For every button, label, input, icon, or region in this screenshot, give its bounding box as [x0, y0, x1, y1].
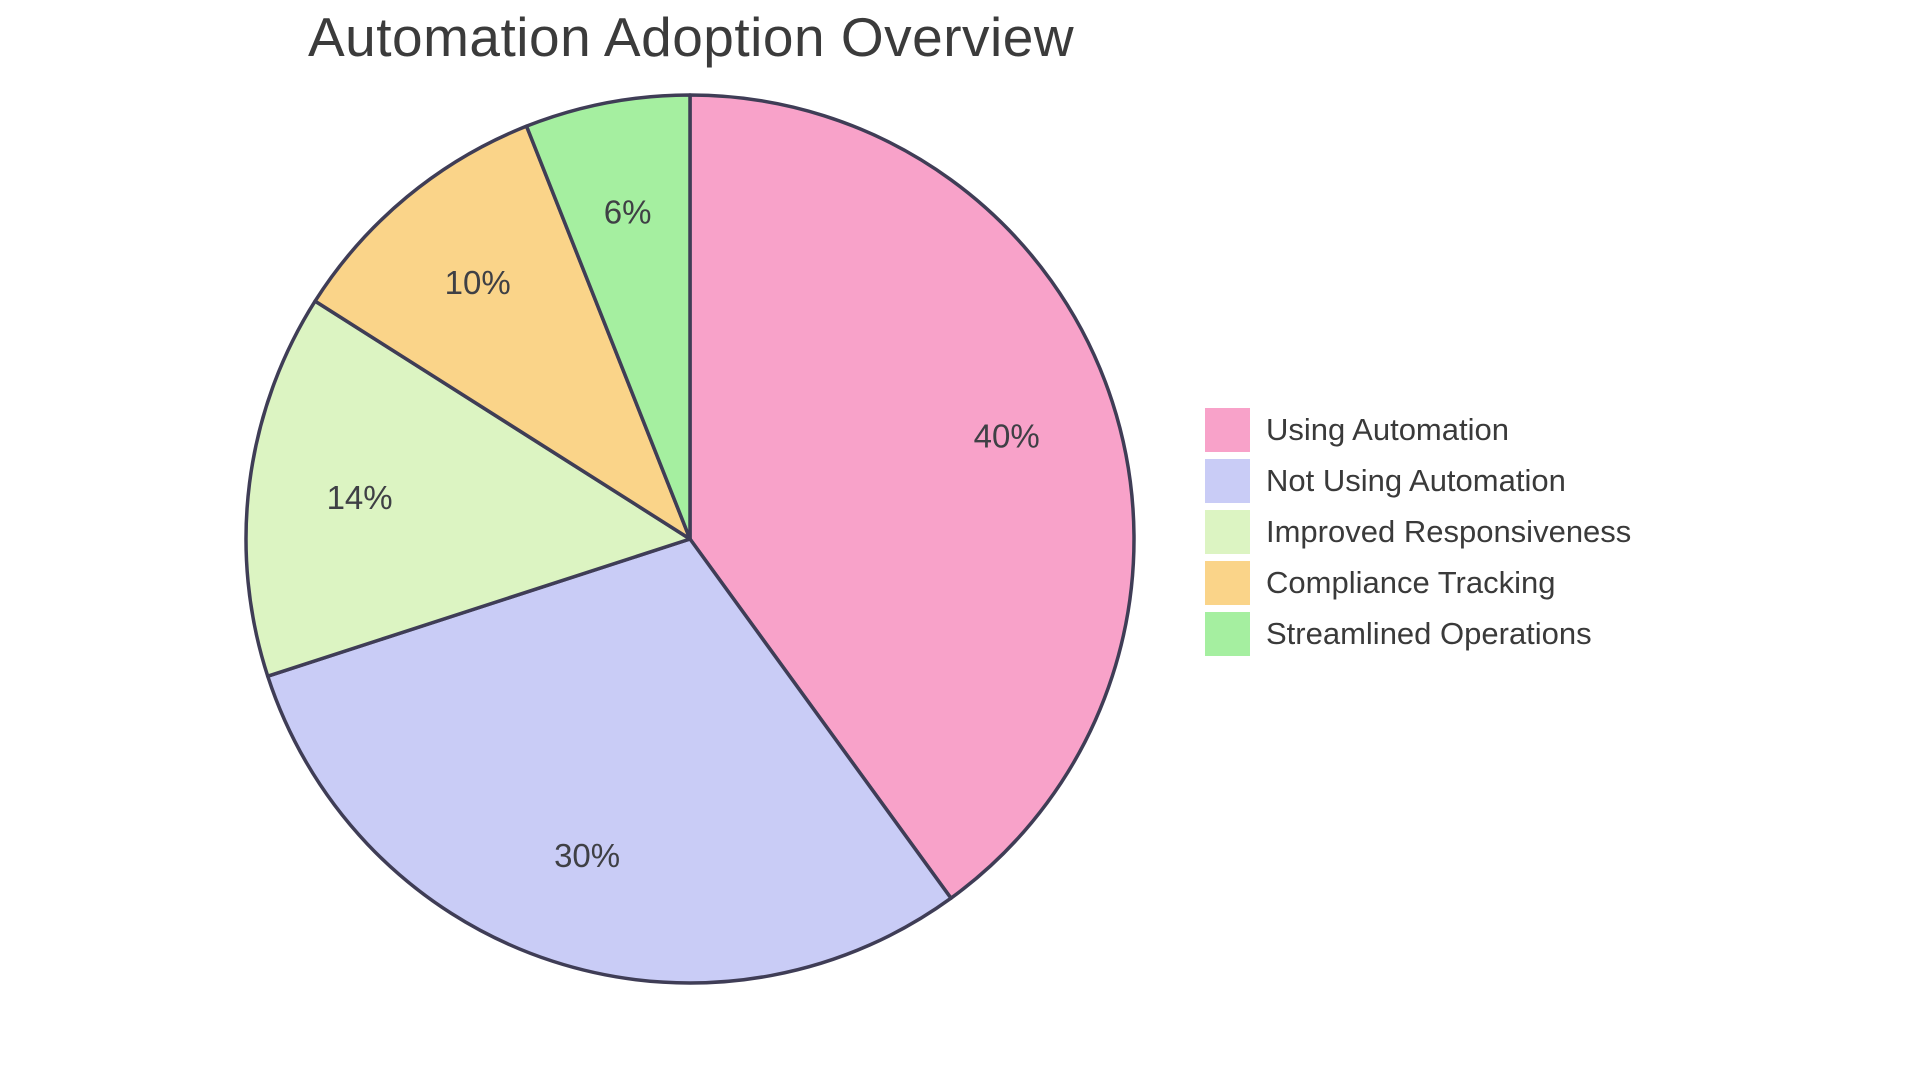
pie-slice-compliance-tracking: [313, 124, 692, 541]
chart-title: Automation Adoption Overview: [307, 6, 1075, 68]
legend-swatch-using-automation: [1205, 408, 1250, 452]
pie-slice-not-using-automation: [265, 537, 953, 985]
legend-item-streamlined-operations: Streamlined Operations: [1205, 612, 1631, 656]
legend-item-using-automation: Using Automation: [1205, 408, 1631, 452]
pie-slice-streamlined-operations: [524, 93, 692, 541]
pie-percent-label-streamlined-operations: 6%: [604, 193, 652, 230]
pie-percent-label-not-using-automation: 30%: [554, 837, 620, 874]
pie-slice-using-automation: [688, 93, 1136, 900]
legend-label: Streamlined Operations: [1266, 616, 1592, 651]
legend-swatch-improved-responsiveness: [1205, 510, 1250, 554]
legend-label: Using Automation: [1266, 412, 1509, 447]
legend-item-improved-responsiveness: Improved Responsiveness: [1205, 510, 1631, 554]
legend-label: Compliance Tracking: [1266, 565, 1556, 600]
legend-item-compliance-tracking: Compliance Tracking: [1205, 561, 1631, 605]
legend-label: Improved Responsiveness: [1266, 514, 1632, 549]
legend-swatch-compliance-tracking: [1205, 561, 1250, 605]
legend-swatch-not-using-automation: [1205, 459, 1250, 503]
legend-label: Not Using Automation: [1266, 463, 1566, 498]
legend-item-not-using-automation: Not Using Automation: [1205, 459, 1631, 503]
legend: Using Automation Not Using Automation Impr…: [1205, 408, 1631, 656]
pie-percent-label-compliance-tracking: 10%: [445, 264, 511, 301]
pie-slice-improved-responsiveness: [244, 299, 692, 678]
pie-percent-label-improved-responsiveness: 14%: [327, 479, 393, 516]
legend-swatch-streamlined-operations: [1205, 612, 1250, 656]
pie-percent-label-using-automation: 40%: [974, 418, 1040, 455]
